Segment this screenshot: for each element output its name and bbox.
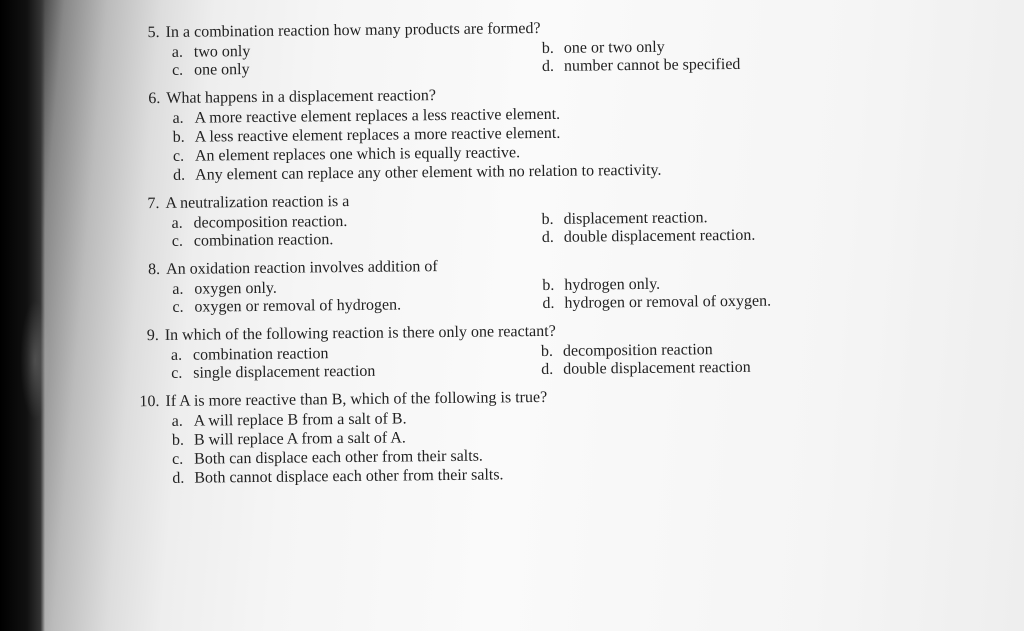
option-letter: d. bbox=[542, 58, 564, 76]
option-letter: c. bbox=[173, 148, 195, 166]
option-letter: a. bbox=[172, 215, 194, 233]
question-number: 5. bbox=[134, 24, 166, 42]
option-letter: b. bbox=[542, 211, 564, 229]
option-c: c. single displacement reaction bbox=[171, 361, 541, 383]
question-number: 8. bbox=[134, 261, 166, 279]
option-letter: b. bbox=[542, 40, 564, 58]
question-number: 10. bbox=[133, 393, 165, 411]
option-text: combination reaction. bbox=[194, 229, 542, 251]
option-text: number cannot be specified bbox=[564, 54, 954, 76]
page-curve-highlight bbox=[20, 300, 50, 420]
option-text: double displacement reaction. bbox=[564, 225, 954, 247]
option-letter: c. bbox=[172, 233, 194, 251]
option-text: one only bbox=[194, 58, 542, 80]
option-letter: d. bbox=[542, 295, 564, 313]
option-letter: c. bbox=[172, 299, 194, 317]
option-letter: b. bbox=[173, 129, 195, 147]
option-text: double displacement reaction bbox=[563, 357, 953, 379]
question-number: 6. bbox=[134, 90, 166, 108]
question-7: 7. A neutralization reaction is a a. dec… bbox=[133, 187, 954, 252]
option-letter: a. bbox=[171, 347, 193, 365]
option-letter: a. bbox=[172, 281, 194, 299]
option-text: single displacement reaction bbox=[193, 361, 541, 383]
option-letter: b. bbox=[542, 277, 564, 295]
question-10: 10. If A is more reactive than B, which … bbox=[133, 385, 954, 489]
option-letter: b. bbox=[172, 432, 194, 450]
page-content: 5. In a combination reaction how many pr… bbox=[128, 16, 953, 499]
option-d: d. double displacement reaction bbox=[541, 357, 953, 379]
option-letter: a. bbox=[172, 110, 194, 128]
option-text: hydrogen or removal of oxygen. bbox=[564, 291, 954, 313]
option-d: d. hydrogen or removal of oxygen. bbox=[542, 291, 954, 313]
option-letter: a. bbox=[172, 413, 194, 431]
option-letter: d. bbox=[542, 229, 564, 247]
option-letter: a. bbox=[172, 44, 194, 62]
option-c: c. one only bbox=[172, 58, 542, 80]
option-text: oxygen or removal of hydrogen. bbox=[194, 295, 542, 317]
option-d: d. double displacement reaction. bbox=[542, 225, 954, 247]
option-c: c. oxygen or removal of hydrogen. bbox=[172, 295, 542, 317]
question-6: 6. What happens in a displacement reacti… bbox=[134, 82, 955, 186]
question-9: 9. In which of the following reaction is… bbox=[133, 319, 954, 384]
question-8: 8. An oxidation reaction involves additi… bbox=[134, 253, 955, 318]
question-number: 9. bbox=[133, 327, 165, 345]
option-letter: b. bbox=[541, 343, 563, 361]
option-letter: d. bbox=[541, 361, 563, 379]
option-letter: c. bbox=[172, 62, 194, 80]
option-c: c. combination reaction. bbox=[172, 229, 542, 251]
option-d: d. number cannot be specified bbox=[542, 54, 954, 76]
option-letter: c. bbox=[171, 365, 193, 383]
question-5: 5. In a combination reaction how many pr… bbox=[134, 16, 955, 81]
option-letter: d. bbox=[173, 167, 195, 185]
option-letter: c. bbox=[172, 451, 194, 469]
question-number: 7. bbox=[133, 195, 165, 213]
option-letter: d. bbox=[172, 470, 194, 488]
